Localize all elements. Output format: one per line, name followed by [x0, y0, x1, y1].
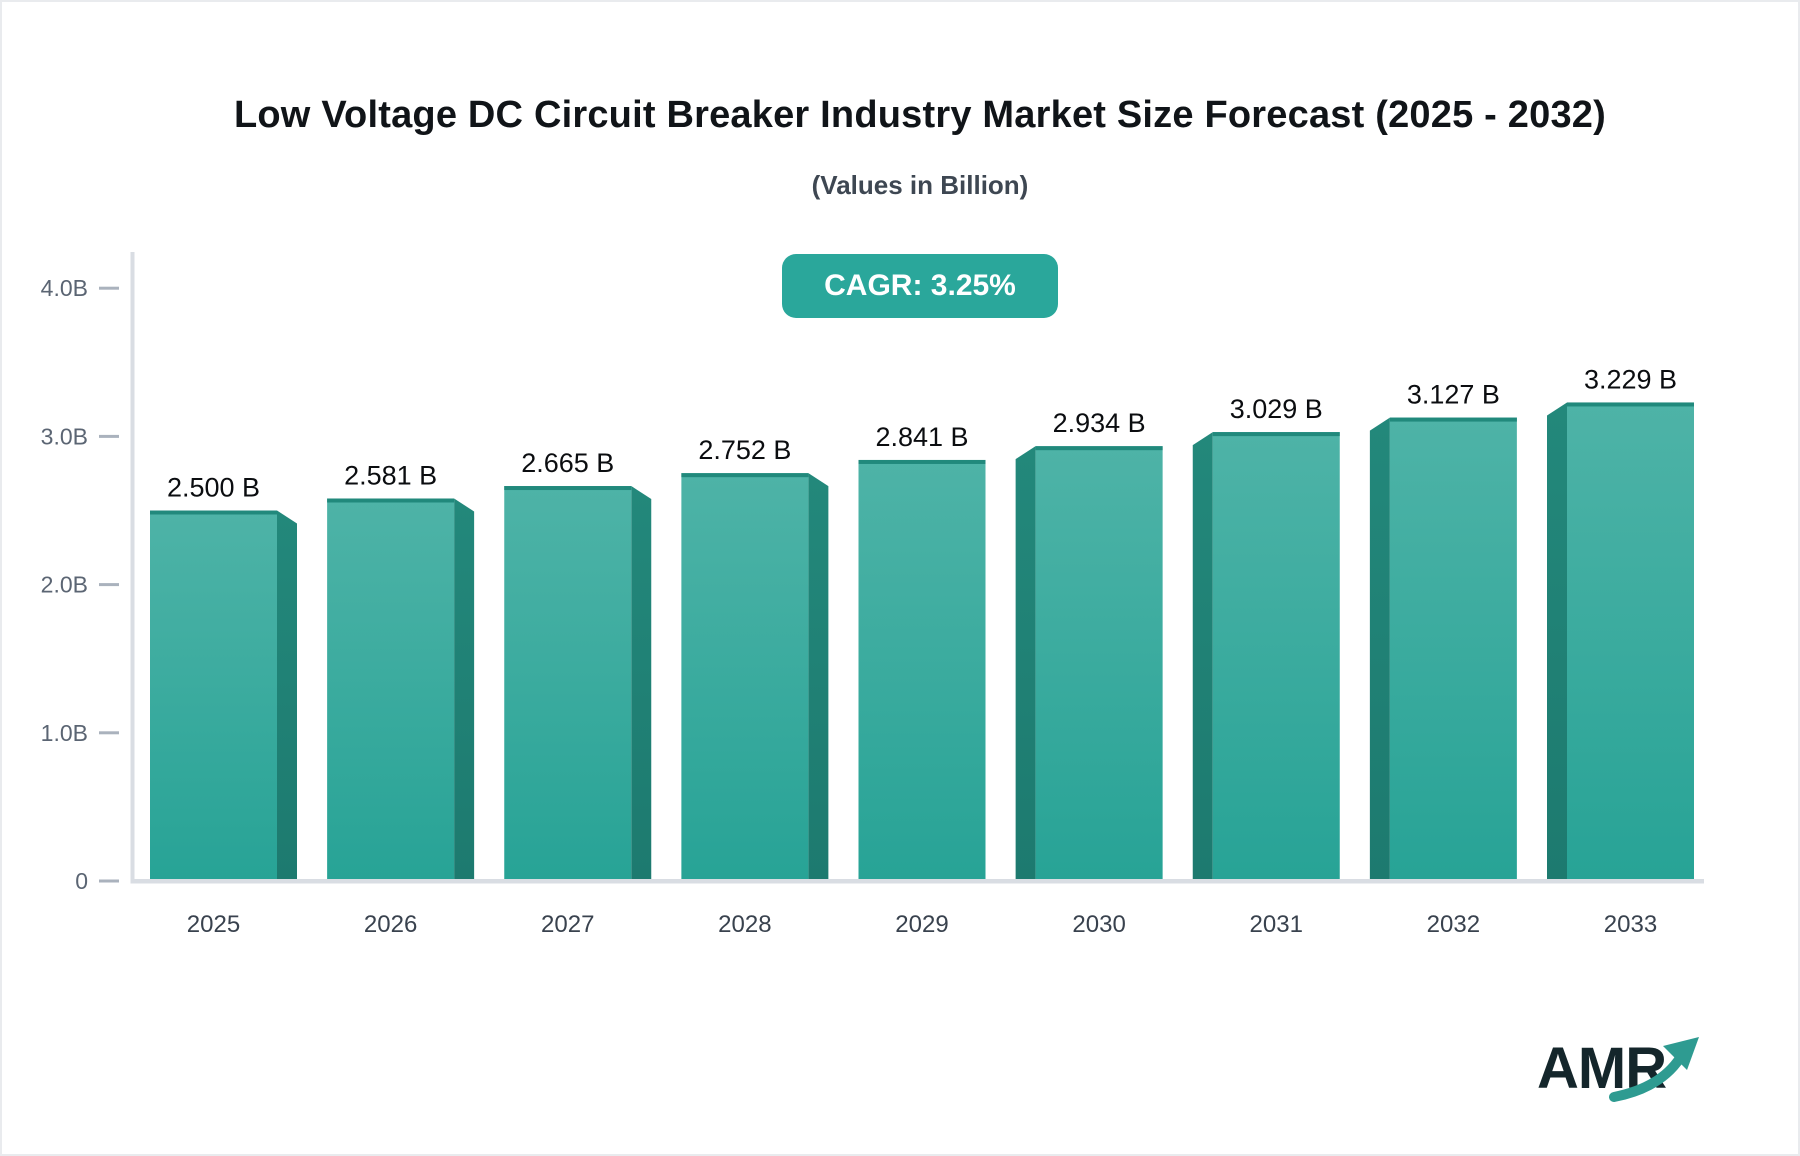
value-label-2032: 3.127 B — [1407, 380, 1500, 410]
bar-side-2033 — [1547, 402, 1567, 881]
x-tick-label-2030: 2030 — [1072, 911, 1125, 938]
bar-side-2027 — [631, 486, 652, 881]
value-label-2026: 2.581 B — [344, 460, 437, 490]
chart-title: Low Voltage DC Circuit Breaker Industry … — [233, 94, 1606, 136]
value-label-2030: 2.934 B — [1053, 408, 1146, 438]
y-tick-label-0: 0 — [75, 868, 88, 894]
chart-axes — [99, 252, 1704, 884]
bar-series — [150, 402, 1694, 881]
bar-top-edge — [1035, 446, 1163, 451]
x-tick-label-2033: 2033 — [1604, 911, 1657, 938]
y-axis-line — [130, 252, 135, 883]
y-tick-label-3.0B: 3.0B — [41, 423, 88, 449]
x-tick-label-2032: 2032 — [1427, 911, 1480, 938]
bar-2033 — [1567, 402, 1694, 881]
y-tick-mark — [99, 731, 119, 735]
value-label-2033: 3.229 B — [1584, 364, 1677, 394]
y-tick-mark — [99, 583, 119, 587]
cagr-badge: CAGR: 3.25% — [782, 254, 1058, 318]
bar-top-edge — [681, 473, 809, 478]
y-tick-mark — [99, 434, 119, 438]
bar-top-edge — [1389, 417, 1517, 422]
chart-subtitle: (Values in Billion) — [811, 170, 1029, 200]
value-label-2028: 2.752 B — [698, 435, 791, 465]
cagr-badge-row: CAGR: 3.25% — [20, 254, 1800, 318]
bar-2027 — [504, 486, 632, 881]
growth-arrow-icon — [1609, 1037, 1699, 1102]
y-tick-label-2.0B: 2.0B — [41, 572, 88, 598]
amr-logo: AMR — [1537, 1030, 1737, 1130]
bar-side-2028 — [808, 473, 829, 881]
bar-top-edge — [504, 486, 632, 491]
bar-side-2031 — [1192, 432, 1213, 881]
bar-top-edge — [1212, 432, 1340, 437]
bar-2028 — [681, 473, 809, 881]
value-label-2029: 2.841 B — [875, 422, 968, 452]
bar-2026 — [327, 498, 455, 881]
bar-side-2025 — [277, 510, 297, 881]
bar-top-edge — [858, 459, 986, 464]
bar-2031 — [1212, 432, 1340, 881]
value-label-2027: 2.665 B — [521, 448, 614, 478]
bar-top-edge — [150, 510, 277, 515]
chart-labels: 2.500 B 2025 2.581 B 2026 2.665 B 2027 2.752 B… — [41, 275, 1677, 938]
x-tick-label-2026: 2026 — [364, 911, 417, 938]
bar-top-edge — [327, 498, 455, 503]
value-label-2031: 3.029 B — [1230, 394, 1323, 424]
y-tick-label-1.0B: 1.0B — [41, 720, 88, 746]
bar-2030 — [1035, 446, 1163, 881]
bar-2029 — [858, 459, 986, 881]
x-axis-line — [130, 879, 1704, 884]
x-tick-label-2028: 2028 — [718, 911, 771, 938]
y-tick-mark — [99, 879, 119, 883]
x-tick-label-2031: 2031 — [1250, 911, 1303, 938]
bar-2025 — [150, 510, 277, 881]
value-label-2025: 2.500 B — [167, 473, 260, 503]
bar-2032 — [1389, 417, 1517, 881]
y-tick-mark — [99, 286, 119, 290]
y-tick-label-4.0B: 4.0B — [41, 275, 88, 301]
bar-top-edge — [1567, 402, 1694, 407]
bar-side-2026 — [454, 498, 475, 881]
x-tick-label-2025: 2025 — [187, 911, 240, 938]
bar-side-2032 — [1369, 417, 1390, 881]
x-tick-label-2029: 2029 — [895, 911, 948, 938]
bar-side-2030 — [1015, 446, 1036, 881]
x-tick-label-2027: 2027 — [541, 911, 594, 938]
